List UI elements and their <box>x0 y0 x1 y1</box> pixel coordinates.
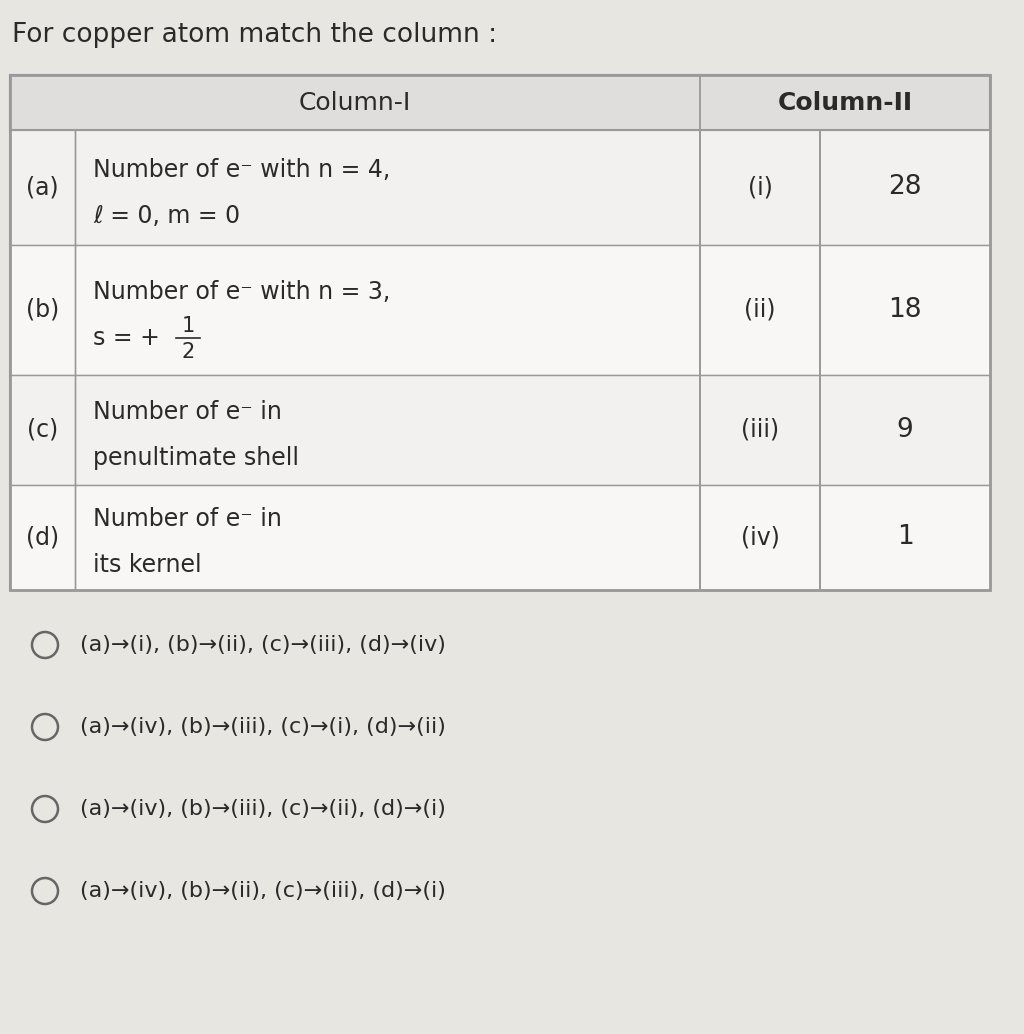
Text: (a)→(iv), (b)→(iii), (c)→(ii), (d)→(i): (a)→(iv), (b)→(iii), (c)→(ii), (d)→(i) <box>80 799 445 819</box>
Text: its kernel: its kernel <box>93 553 202 578</box>
Bar <box>10 130 990 245</box>
Bar <box>10 245 990 375</box>
Text: Number of e⁻ with n = 3,: Number of e⁻ with n = 3, <box>93 280 390 304</box>
Text: (a)→(iv), (b)→(ii), (c)→(iii), (d)→(i): (a)→(iv), (b)→(ii), (c)→(iii), (d)→(i) <box>80 881 445 901</box>
Text: 9: 9 <box>897 417 913 443</box>
Text: Column-II: Column-II <box>777 91 912 115</box>
Text: (d): (d) <box>26 525 59 549</box>
Text: (a): (a) <box>27 176 58 200</box>
Text: (a)→(i), (b)→(ii), (c)→(iii), (d)→(iv): (a)→(i), (b)→(ii), (c)→(iii), (d)→(iv) <box>80 635 445 655</box>
Text: 28: 28 <box>888 175 922 201</box>
Text: s = +: s = + <box>93 326 160 349</box>
Text: (ii): (ii) <box>744 298 776 322</box>
Text: (i): (i) <box>748 176 772 200</box>
Bar <box>10 75 990 590</box>
Text: For copper atom match the column :: For copper atom match the column : <box>12 22 497 48</box>
Text: Number of e⁻ with n = 4,: Number of e⁻ with n = 4, <box>93 157 390 182</box>
Text: Column-I: Column-I <box>299 91 412 115</box>
Text: ℓ = 0, m = 0: ℓ = 0, m = 0 <box>93 204 240 227</box>
Bar <box>10 485 990 590</box>
Text: 2: 2 <box>181 342 195 362</box>
Text: 18: 18 <box>888 297 922 323</box>
Text: (iv): (iv) <box>740 525 779 549</box>
Bar <box>10 75 990 590</box>
Text: penultimate shell: penultimate shell <box>93 446 299 470</box>
Text: 1: 1 <box>897 524 913 550</box>
Text: Number of e⁻ in: Number of e⁻ in <box>93 400 282 424</box>
Bar <box>10 75 990 130</box>
Text: (iii): (iii) <box>741 418 779 442</box>
Text: Number of e⁻ in: Number of e⁻ in <box>93 508 282 531</box>
Text: (b): (b) <box>26 298 59 322</box>
Text: (a)→(iv), (b)→(iii), (c)→(i), (d)→(ii): (a)→(iv), (b)→(iii), (c)→(i), (d)→(ii) <box>80 717 445 737</box>
Text: 1: 1 <box>181 316 195 336</box>
Text: (c): (c) <box>27 418 58 442</box>
Bar <box>10 375 990 485</box>
